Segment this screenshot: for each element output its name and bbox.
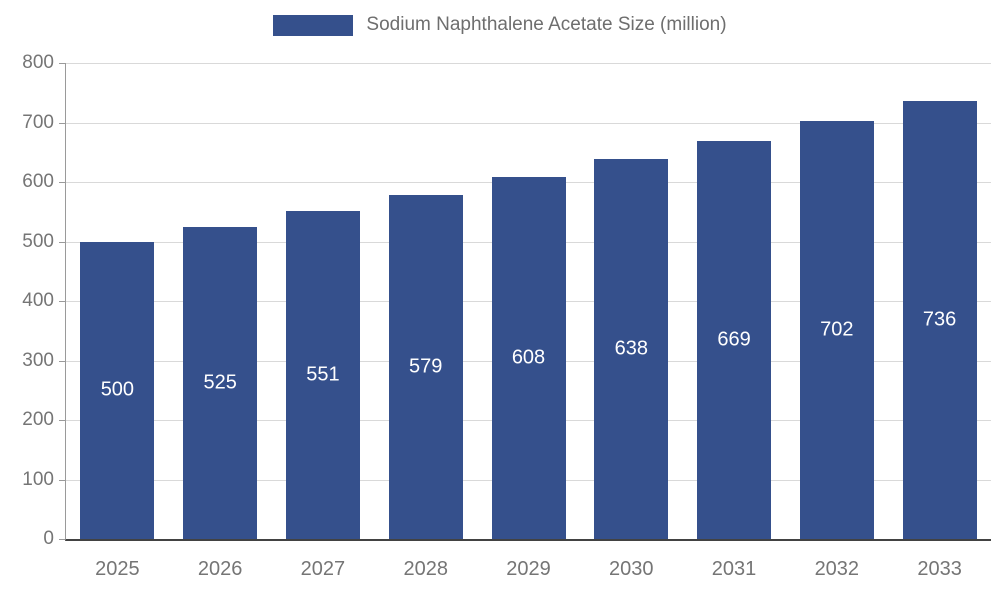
y-tick-label-200: 200 — [22, 409, 54, 430]
y-tickmark-700 — [59, 122, 65, 124]
y-tick-label-0: 0 — [43, 528, 54, 549]
y-tick-label-100: 100 — [22, 468, 54, 490]
plot-area: 0 100 200 300 400 500 600 700 800 500 2025 525 2026 5… — [22, 52, 991, 580]
bar-2028[interactable]: 579 — [388, 194, 463, 539]
bar-value-label-2032: 702 — [820, 318, 854, 341]
x-tick-label-2031: 2031 — [711, 558, 757, 580]
x-tick-label-2028: 2028 — [403, 558, 448, 580]
y-tick-label-700: 700 — [22, 111, 54, 133]
legend-swatch-icon[interactable] — [273, 14, 354, 36]
bar-value-label-2028: 579 — [409, 355, 443, 378]
bar-2029[interactable]: 608 — [491, 177, 566, 539]
bar-value-label-2030: 638 — [614, 337, 648, 360]
y-tickmark-500 — [59, 241, 65, 243]
legend[interactable]: Sodium Naphthalene Acetate Size (million… — [0, 14, 1000, 36]
bar-2025[interactable]: 500 — [80, 241, 155, 539]
y-tickmark-200 — [59, 420, 65, 421]
y-tick-label-500: 500 — [22, 230, 54, 252]
y-tick-label-400: 400 — [22, 290, 54, 311]
y-tick-label-600: 600 — [22, 171, 54, 192]
bar-value-label-2031: 669 — [717, 328, 751, 351]
x-tick-label-2030: 2030 — [609, 558, 654, 580]
legend-label[interactable]: Sodium Naphthalene Acetate Size (million… — [366, 14, 727, 35]
bar-value-label-2026: 525 — [203, 371, 237, 394]
bar-2026[interactable]: 525 — [183, 226, 258, 539]
x-tick-label-2032: 2032 — [814, 558, 860, 580]
y-tickmark-300 — [59, 360, 65, 362]
y-tick-label-800: 800 — [22, 52, 54, 73]
y-tickmark-400 — [59, 301, 65, 302]
y-tick-label-300: 300 — [22, 349, 54, 371]
bar-2033[interactable]: 736 — [902, 101, 977, 539]
gridline-700 — [66, 122, 991, 124]
bar-2031[interactable]: 669 — [697, 140, 772, 539]
y-tickmark-800 — [59, 63, 65, 64]
bar-2032[interactable]: 702 — [799, 121, 874, 539]
y-tickmark-0 — [59, 539, 65, 540]
bar-value-label-2029: 608 — [511, 346, 546, 369]
gridline-800 — [66, 63, 991, 64]
bar-2027[interactable]: 551 — [285, 211, 360, 539]
x-tick-label-2033: 2033 — [917, 558, 962, 580]
bar-value-label-2025: 500 — [100, 378, 135, 401]
y-tickmark-600 — [59, 182, 65, 183]
x-tick-label-2029: 2029 — [506, 558, 551, 580]
bar-value-label-2027: 551 — [306, 363, 340, 386]
y-tickmark-100 — [59, 479, 65, 481]
x-tick-label-2026: 2026 — [197, 558, 243, 580]
x-tick-label-2027: 2027 — [300, 558, 346, 580]
bar-2030[interactable]: 638 — [594, 159, 669, 539]
x-tick-label-2025: 2025 — [95, 558, 140, 580]
bar-value-label-2033: 736 — [922, 308, 957, 331]
